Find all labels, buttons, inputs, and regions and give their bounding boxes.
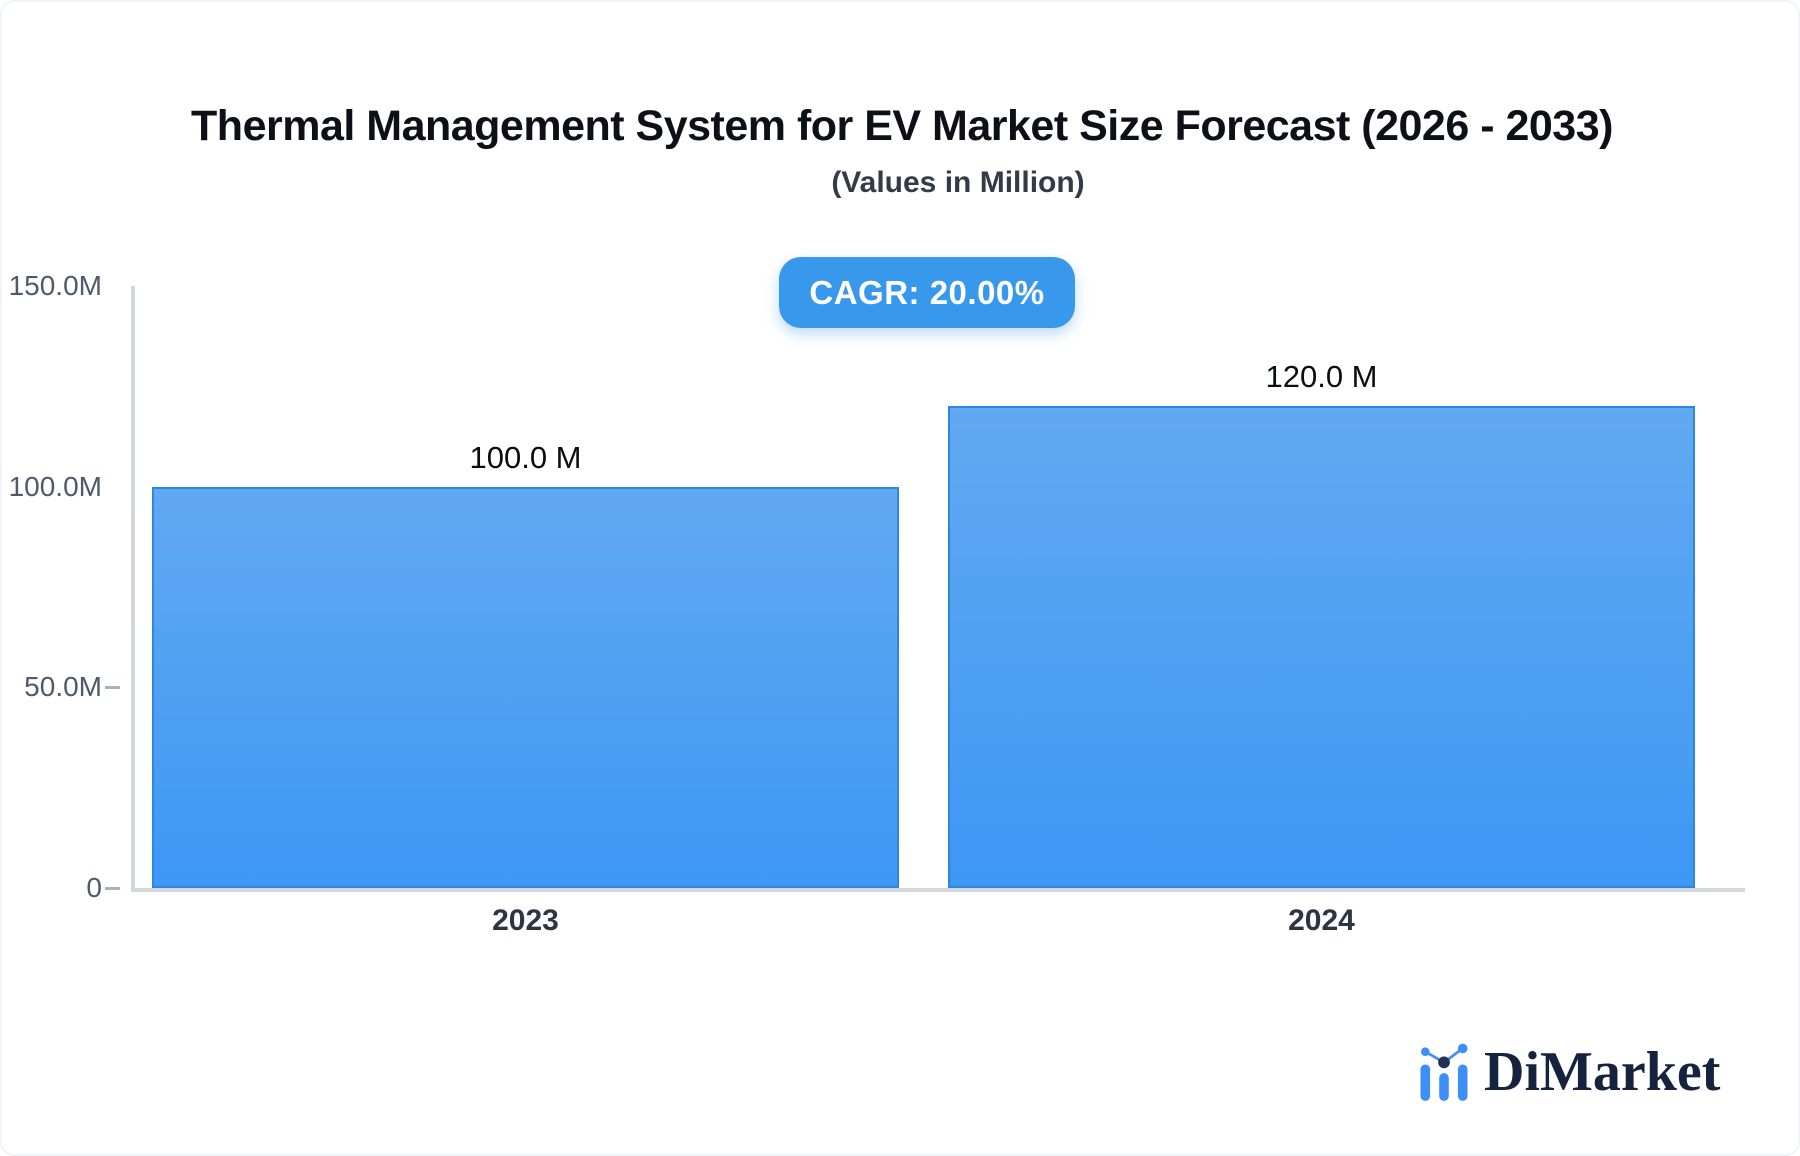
dimarket-logo-text: DiMarket (1484, 1041, 1721, 1103)
chart-subtitle: (Values in Million) (831, 166, 1085, 199)
dimarket-logo: DiMarket (1420, 1040, 1720, 1104)
bar-2023[interactable] (152, 486, 899, 888)
cagr-badge-label: CAGR: 20.00% (809, 273, 1045, 311)
y-axis-label-0: 0 (86, 872, 102, 903)
y-axis-label-150.0M: 150.0M (8, 270, 102, 301)
y-axis-label-50.0M: 50.0M (24, 671, 102, 703)
dimarket-logo-icon (1420, 1043, 1468, 1101)
x-axis-line (131, 888, 1745, 892)
y-axis-tick (105, 886, 120, 890)
bar-2024[interactable] (948, 406, 1695, 888)
bar-value-label-2023: 100.0 M (469, 439, 582, 475)
chart-title: Thermal Management System for EV Market … (191, 102, 1613, 150)
x-axis-label-2024: 2024 (1288, 904, 1355, 937)
y-axis-line (131, 286, 135, 892)
bar-value-label-2024: 120.0 M (1265, 359, 1378, 395)
y-axis-tick (105, 685, 120, 689)
y-axis-label-100.0M: 100.0M (8, 470, 102, 502)
cagr-badge: CAGR: 20.00% (779, 257, 1075, 328)
x-axis-label-2023: 2023 (492, 904, 559, 937)
